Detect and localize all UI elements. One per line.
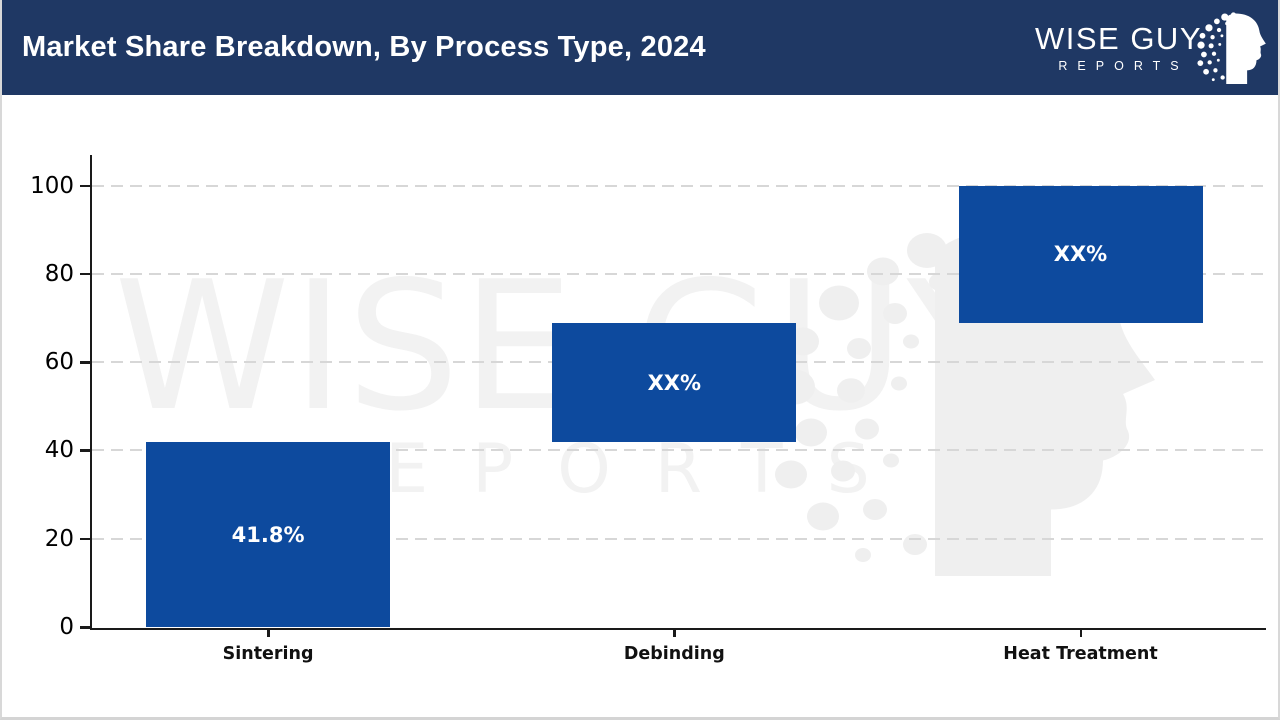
x-axis-tick-debinding [673,628,676,637]
bar-debinding [552,323,797,443]
wiseguy-logo: WISE GUY REPORTS [1035,6,1268,90]
gridline-y-40 [92,449,1266,452]
y-axis-label-100: 100 [30,172,74,199]
page-title: Market Share Breakdown, By Process Type,… [22,31,706,63]
y-axis-tick-40 [80,449,90,452]
wiseguy-logo-text: WISE GUY REPORTS [1035,23,1202,73]
bar-value-label-sintering: 41.8% [231,522,305,547]
y-axis-label-40: 40 [44,437,74,464]
y-axis-tick-100 [80,184,90,187]
y-axis-label-0: 0 [59,614,74,640]
x-axis-label-sintering: Sintering [222,644,314,664]
header: Market Share Breakdown, By Process Type,… [2,0,1278,95]
bar-sintering [146,442,391,627]
gridline-y-20 [92,537,1266,540]
wiseguy-face-icon [1197,11,1266,84]
y-axis-label-80: 80 [44,260,74,287]
x-axis-label-heat-treatment: Heat Treatment [1003,644,1158,664]
y-axis-label-60: 60 [44,349,74,376]
y-axis-tick-80 [80,272,90,276]
logo-subtitle: REPORTS [1058,58,1189,73]
bar-value-label-debinding: XX% [647,370,702,395]
gridline-y-80 [92,272,1266,275]
y-axis-label-20: 20 [44,525,74,552]
gridline-y-100 [92,184,1266,187]
plot-area: 0 20 40 60 80 100 41.8% Sintering XX% Debinding XX… [30,155,1266,664]
x-axis-tick-heat-treatment [1079,628,1082,637]
logo-wordmark: WISE GUY [1034,20,1202,56]
y-axis-tick-60 [80,361,90,364]
y-axis-tick-0 [80,626,90,629]
bar-heat-treatment [958,185,1203,324]
y-axis-tick-20 [80,537,90,541]
bar-value-label-heat-treatment: XX% [1053,242,1108,267]
x-axis-tick-sintering [267,628,270,637]
x-axis-label-debinding: Debinding [623,644,725,664]
